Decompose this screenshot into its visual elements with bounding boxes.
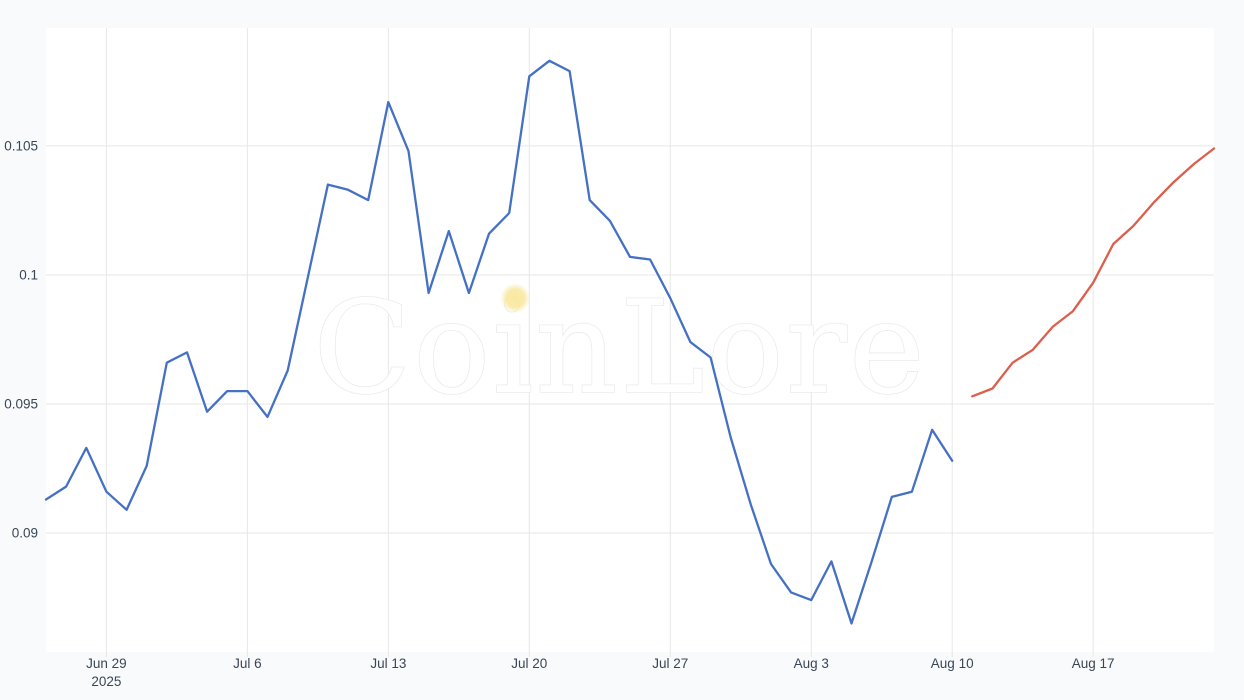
x-tick-label: Jul 13 [370,656,406,671]
x-tick-label: Jul 20 [511,656,547,671]
x-tick-label: Aug 17 [1072,656,1115,671]
x-tick-label: Aug 10 [931,656,974,671]
y-tick-label: 0.1 [19,267,38,282]
gridlines [46,28,1214,657]
coinlore-watermark: CoinLore [313,274,926,423]
y-tick-label: 0.09 [12,526,38,541]
x-tick-label: Jun 29 [86,656,127,671]
plot-area[interactable] [46,28,1214,652]
price-history-line [44,59,954,625]
price-forecast-line [971,147,1216,398]
x-axis-year-label: 2025 [91,674,121,689]
x-tick-label: Aug 3 [794,656,829,671]
highlight-dot [500,283,531,314]
x-tick-label: Jul 6 [233,656,262,671]
y-axis-labels: 0.105 0.1 0.095 0.09 [4,138,38,540]
x-tick-label: Jul 27 [652,656,688,671]
y-tick-label: 0.105 [4,138,38,153]
y-tick-label: 0.095 [4,397,38,412]
x-axis-labels: Jun 29 Jul 6 Jul 13 Jul 20 Jul 27 Aug 3 Aug 10… [86,656,1114,689]
